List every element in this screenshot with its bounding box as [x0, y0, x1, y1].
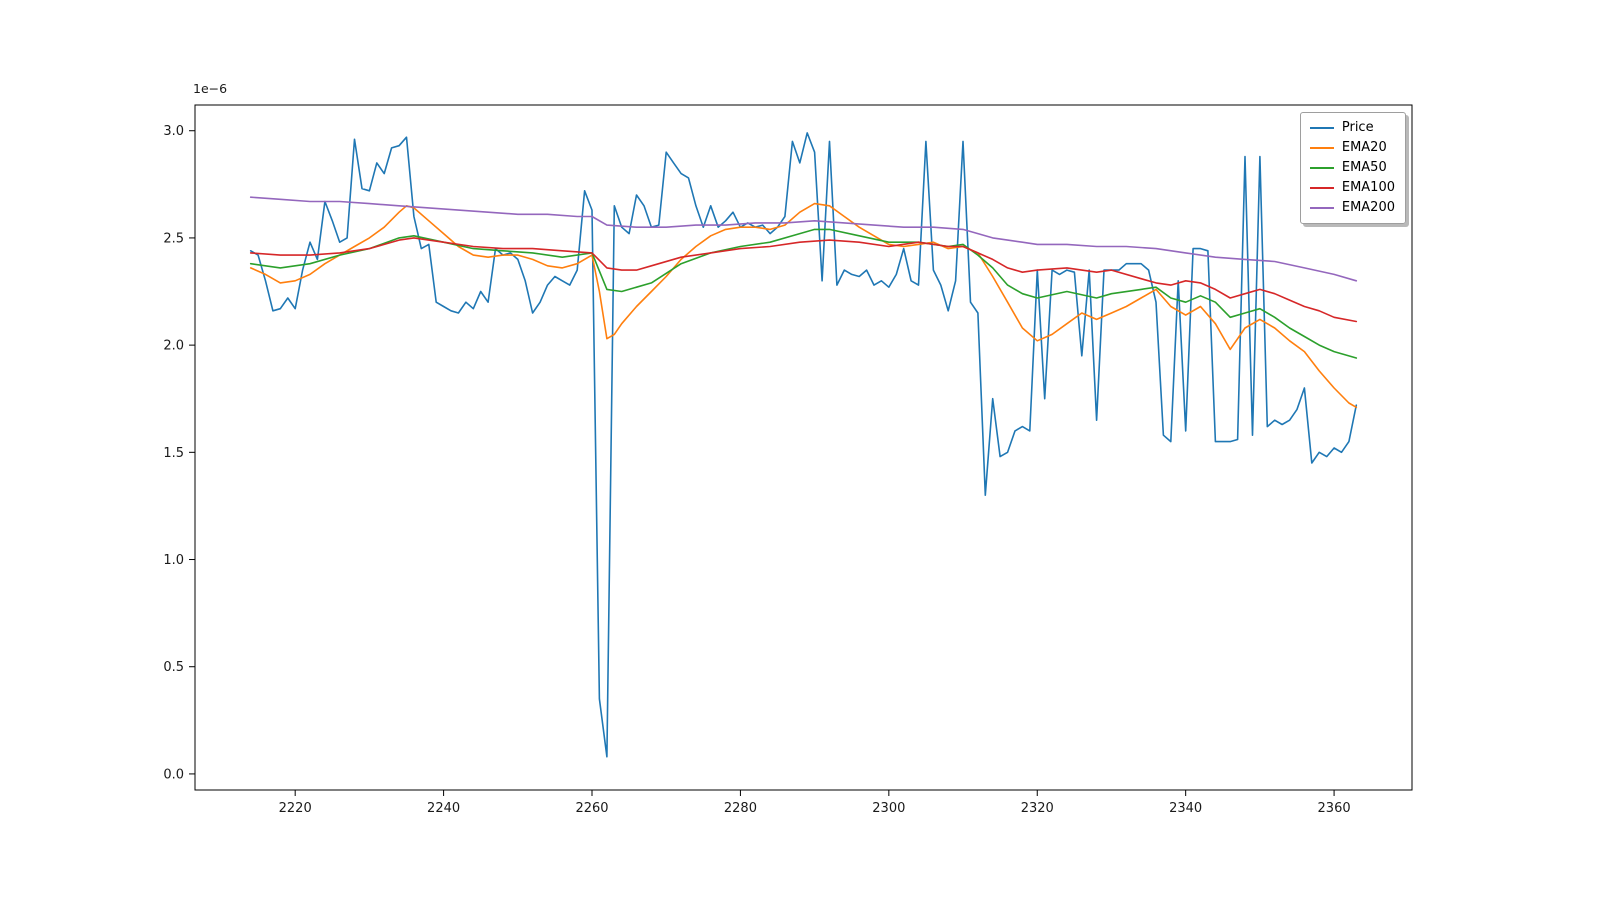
x-tick-label: 2280 — [724, 801, 757, 816]
y-tick-label: 1.5 — [163, 446, 184, 461]
series-line-ema50 — [249, 228, 1358, 359]
x-tick-label: 2360 — [1318, 801, 1351, 816]
x-tick-label: 2340 — [1169, 801, 1202, 816]
legend-line-swatch — [1309, 147, 1334, 149]
x-tick-label: 2220 — [279, 801, 312, 816]
y-tick-label: 1.0 — [163, 553, 184, 568]
legend-label: EMA100 — [1341, 180, 1395, 195]
legend-label: Price — [1341, 120, 1374, 135]
y-tick-label: 3.0 — [163, 124, 184, 139]
x-tick-label: 2320 — [1021, 801, 1054, 816]
legend-item-price: Price — [1309, 120, 1395, 136]
x-tick-label: 2240 — [427, 801, 460, 816]
x-tick-label: 2260 — [575, 801, 608, 816]
legend-line-swatch — [1309, 207, 1334, 209]
y-tick-label: 0.5 — [163, 660, 184, 675]
series-line-ema20 — [249, 202, 1358, 409]
legend-item-ema200: EMA200 — [1309, 200, 1395, 216]
legend: Price EMA20 EMA50 EMA100 EMA200 — [1299, 112, 1406, 224]
legend-item-ema50: EMA50 — [1309, 160, 1395, 176]
legend-line-swatch — [1309, 167, 1334, 169]
series-line-ema200 — [249, 196, 1358, 282]
legend-label: EMA200 — [1341, 200, 1395, 215]
legend-line-swatch — [1309, 127, 1334, 129]
y-tick-label: 2.5 — [163, 231, 184, 246]
y-axis-offset-label: 1e−6 — [193, 81, 228, 96]
series-line-price — [249, 132, 1358, 758]
legend-label: EMA50 — [1341, 160, 1387, 175]
legend-item-ema100: EMA100 — [1309, 180, 1395, 196]
axes-frame — [194, 104, 1413, 791]
legend-item-ema20: EMA20 — [1309, 140, 1395, 156]
legend-line-swatch — [1309, 187, 1334, 189]
y-tick-label: 0.0 — [163, 767, 184, 782]
y-tick-label: 2.0 — [163, 339, 184, 354]
series-line-ema100 — [249, 237, 1358, 323]
x-tick-label: 2300 — [872, 801, 905, 816]
legend-label: EMA20 — [1341, 140, 1387, 155]
